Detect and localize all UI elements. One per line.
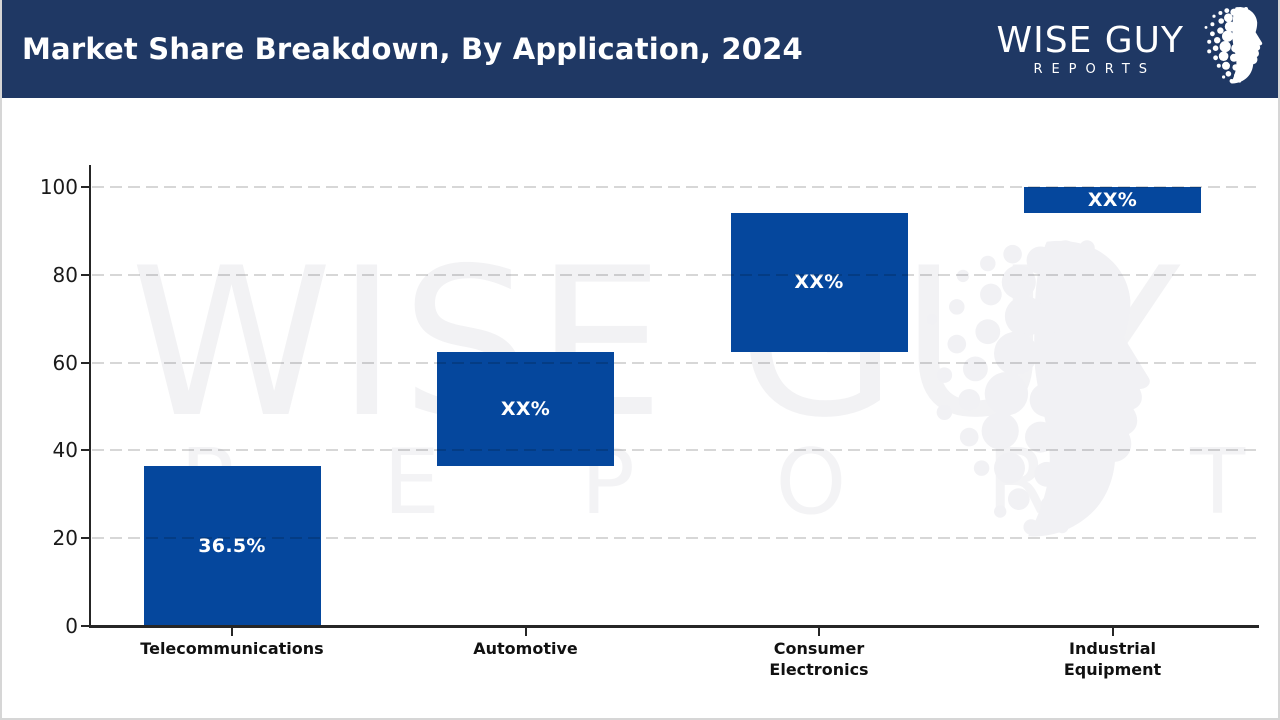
- x-axis-tick-mark: [818, 628, 820, 636]
- y-axis-tick-mark: [81, 625, 90, 627]
- header: Market Share Breakdown, By Application, …: [2, 0, 1278, 98]
- y-axis-tick-mark: [81, 361, 90, 364]
- x-axis-category-label: Automotive: [473, 639, 578, 658]
- logo-subtitle: REPORTS: [1033, 61, 1157, 77]
- y-axis-tick-label: 20: [52, 526, 78, 551]
- logo-text: WISE GUY REPORTS: [996, 19, 1185, 77]
- gridline: [92, 186, 1257, 188]
- y-axis-tick-mark: [81, 449, 90, 452]
- x-axis-category-label: Industrial Equipment: [1063, 639, 1162, 679]
- logo-head-icon: [1186, 5, 1274, 93]
- y-axis-tick-label: 80: [52, 262, 78, 287]
- bar-segment: XX%: [437, 351, 614, 466]
- y-axis-tick-label: 100: [39, 175, 78, 199]
- bar-segment: XX%: [730, 213, 908, 352]
- y-axis-tick-label: 60: [52, 350, 78, 375]
- x-axis-tick-mark: [524, 628, 527, 636]
- bar-value-label: 36.5%: [198, 534, 266, 557]
- y-axis-tick-mark: [81, 537, 90, 540]
- logo-wordmark: WISE GUY: [996, 19, 1184, 61]
- x-axis-category-label: Consumer Electronics: [769, 639, 869, 679]
- bar-value-label: XX%: [500, 397, 551, 420]
- wise-guy-logo: WISE GUY REPORTS: [997, 4, 1275, 94]
- gridline: [92, 273, 1257, 276]
- gridline: [92, 449, 1257, 452]
- bar-segment: 36.5%: [143, 465, 321, 626]
- y-axis-tick-mark: [81, 273, 90, 276]
- y-axis-tick-mark: [81, 186, 90, 188]
- x-axis-tick-mark: [231, 628, 233, 636]
- y-axis-tick-label: 40: [52, 438, 78, 463]
- gridline: [92, 537, 1257, 540]
- bar-value-label: XX%: [1087, 189, 1138, 212]
- watermark-head-icon: [870, 222, 1180, 584]
- x-axis-line: [89, 625, 1259, 628]
- x-axis-category-label: Telecommunications: [140, 639, 324, 658]
- page-title: Market Share Breakdown, By Application, …: [22, 32, 803, 66]
- y-axis-tick-label: 0: [65, 614, 78, 638]
- gridline: [92, 361, 1257, 364]
- bar-value-label: XX%: [794, 271, 844, 294]
- y-axis-line: [89, 165, 91, 628]
- bar-segment: XX%: [1024, 187, 1201, 214]
- x-axis-tick-mark: [1111, 628, 1114, 636]
